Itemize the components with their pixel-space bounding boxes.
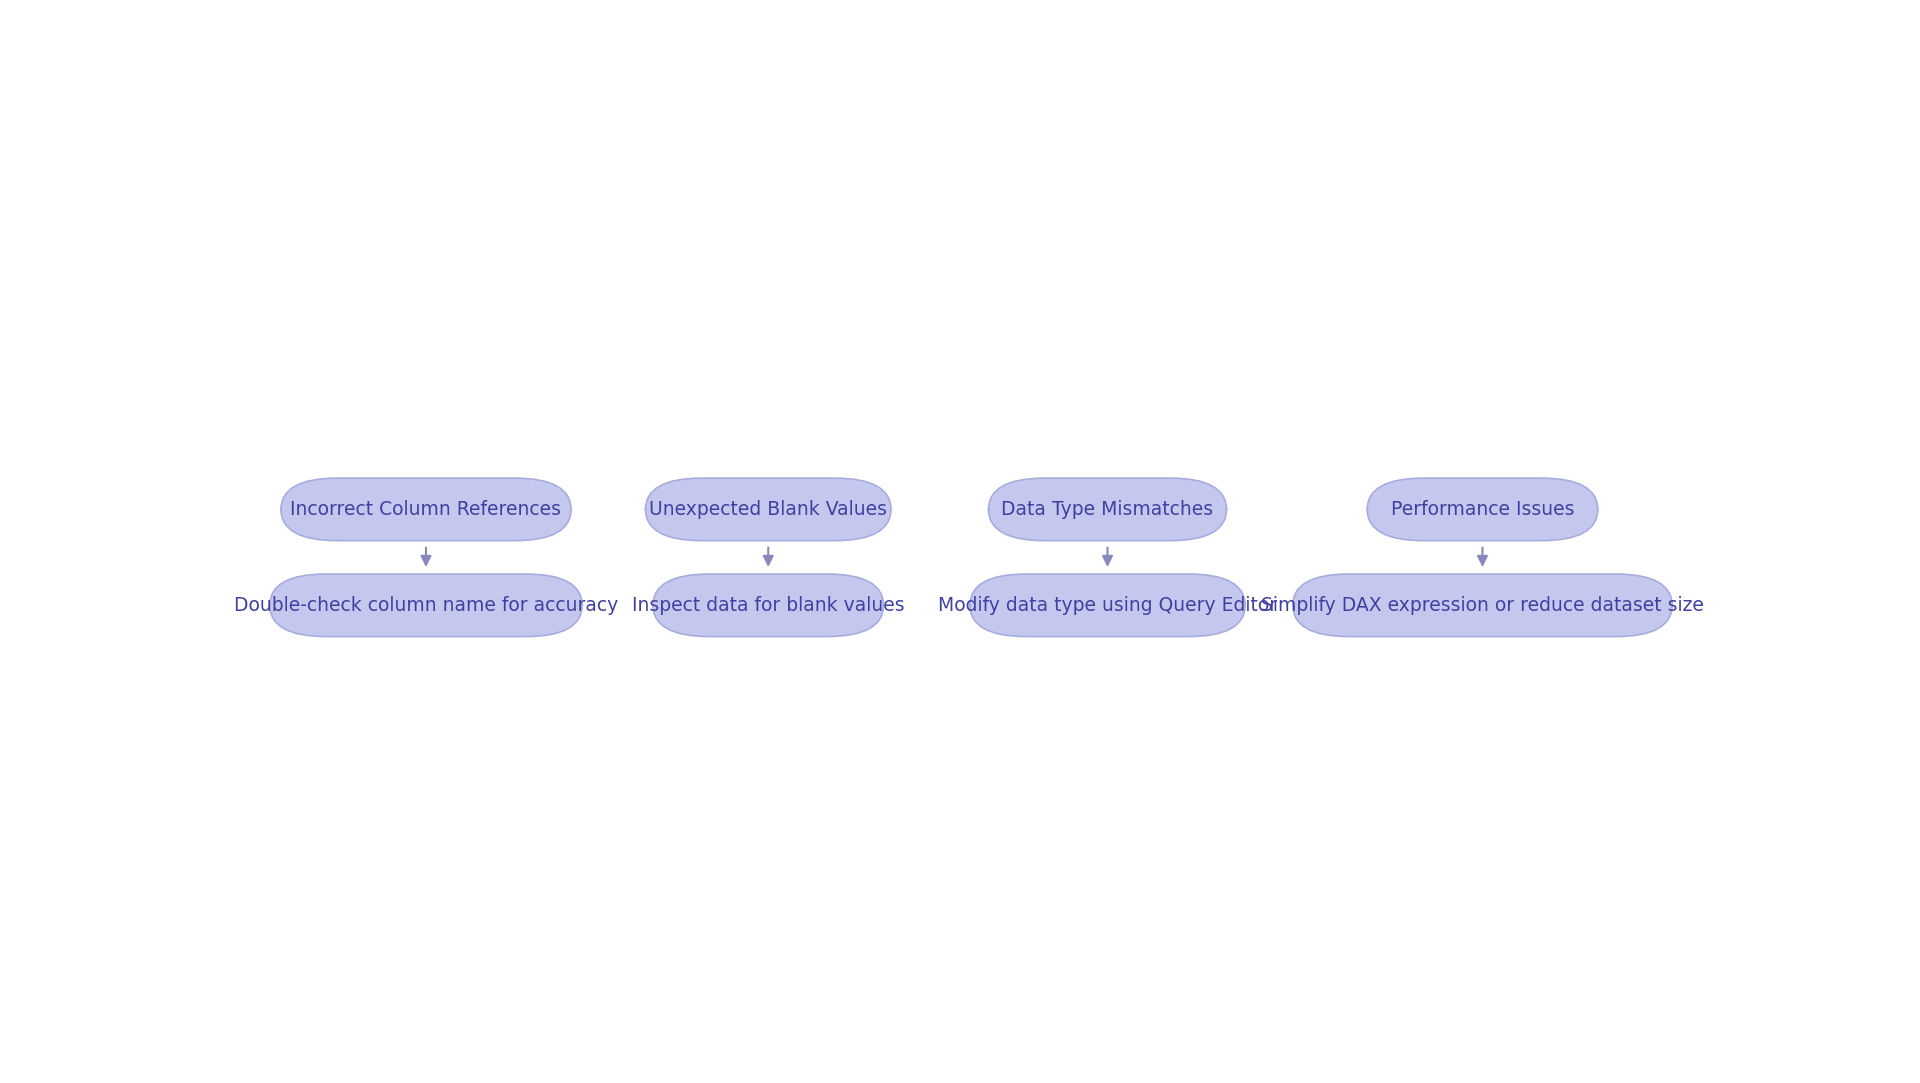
FancyBboxPatch shape — [280, 478, 570, 540]
Text: Incorrect Column References: Incorrect Column References — [290, 500, 561, 519]
Text: Unexpected Blank Values: Unexpected Blank Values — [649, 500, 887, 519]
Text: Performance Issues: Performance Issues — [1390, 500, 1574, 519]
FancyBboxPatch shape — [269, 574, 582, 637]
FancyBboxPatch shape — [645, 478, 891, 540]
Text: Simplify DAX expression or reduce dataset size: Simplify DAX expression or reduce datase… — [1261, 596, 1703, 615]
Text: Double-check column name for accuracy: Double-check column name for accuracy — [234, 596, 618, 615]
Text: Data Type Mismatches: Data Type Mismatches — [1002, 500, 1213, 519]
Text: Modify data type using Query Editor: Modify data type using Query Editor — [939, 596, 1277, 615]
FancyBboxPatch shape — [653, 574, 883, 637]
FancyBboxPatch shape — [1367, 478, 1597, 540]
FancyBboxPatch shape — [1292, 574, 1672, 637]
FancyBboxPatch shape — [970, 574, 1246, 637]
FancyBboxPatch shape — [989, 478, 1227, 540]
Text: Inspect data for blank values: Inspect data for blank values — [632, 596, 904, 615]
